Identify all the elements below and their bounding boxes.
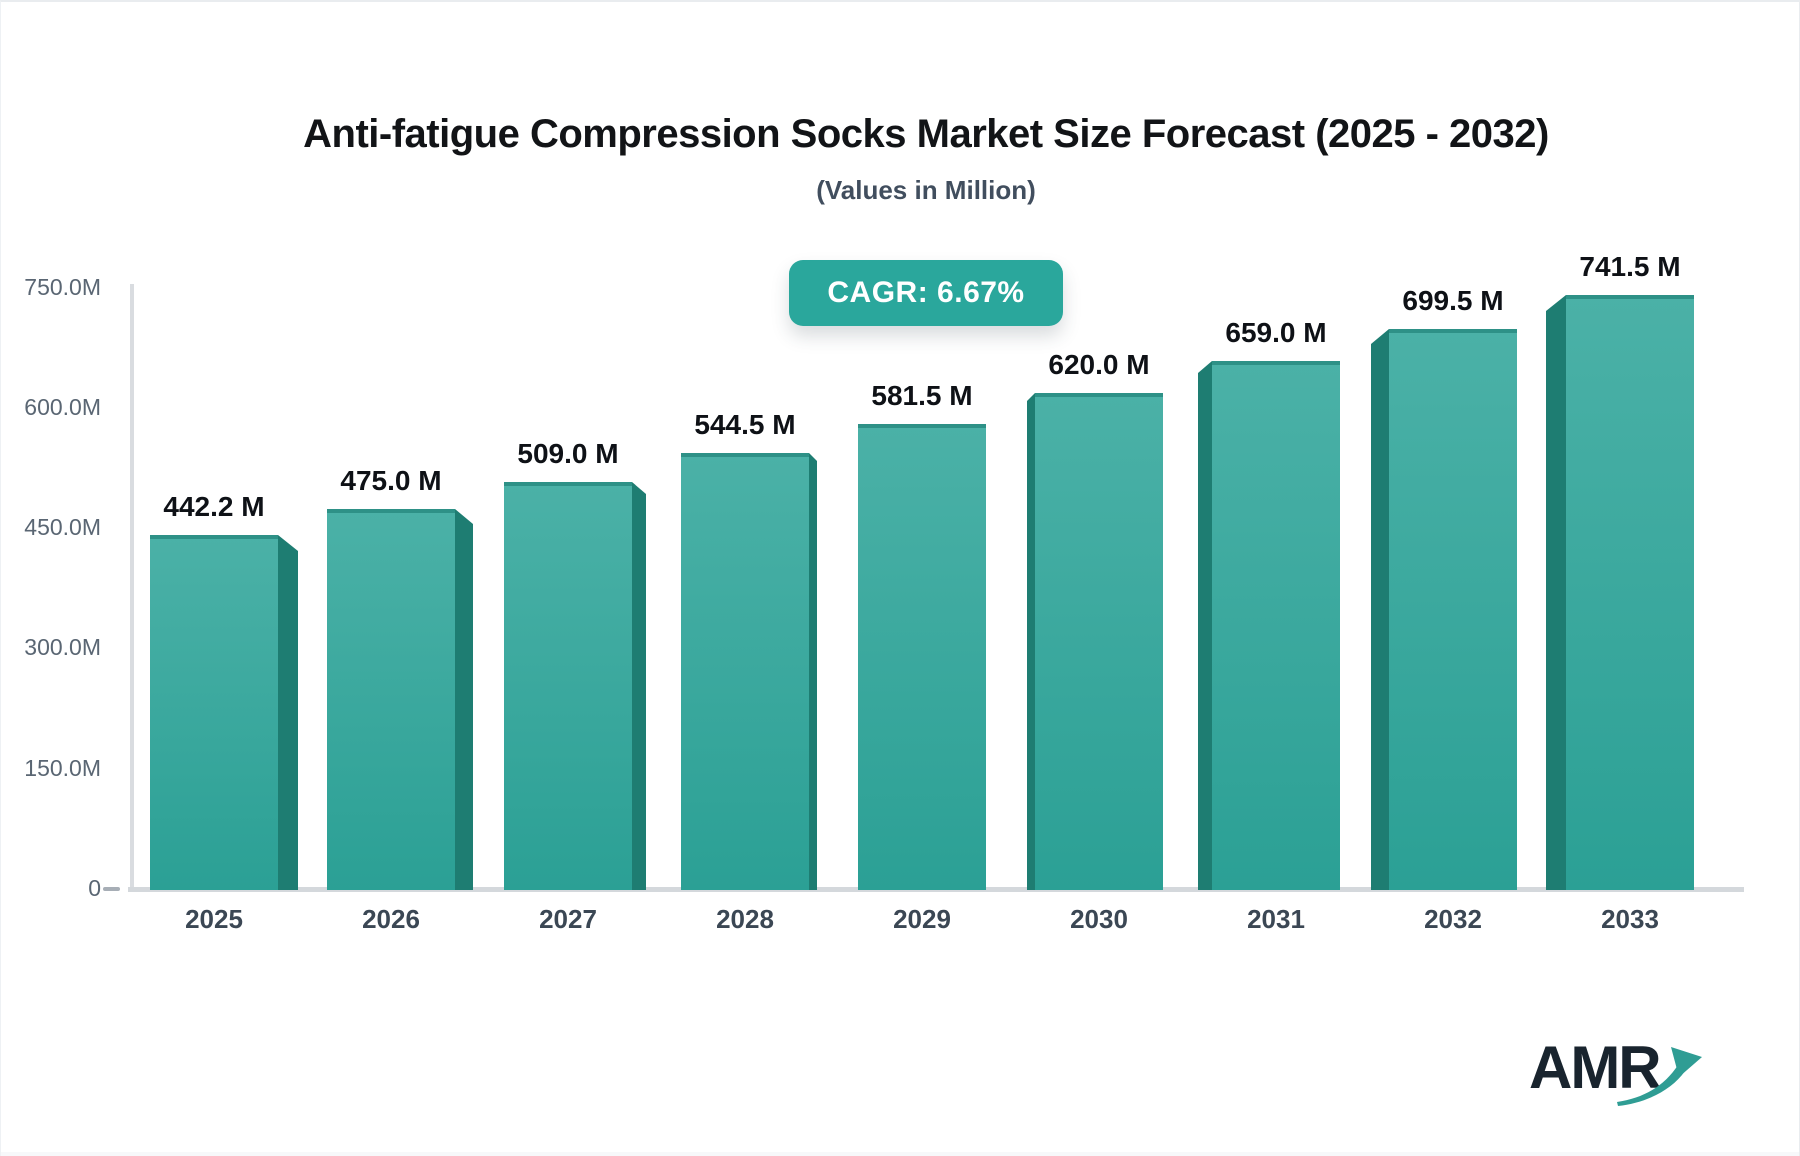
bar-2032[interactable]: [1389, 329, 1517, 890]
bar-side-face[interactable]: [1371, 329, 1389, 890]
bar-side-face[interactable]: [278, 535, 298, 890]
bar-side-face[interactable]: [809, 453, 817, 890]
x-tick-label-2026: 2026: [362, 904, 420, 934]
bar-value-label: 442.2 M: [163, 491, 265, 522]
bar-side-face[interactable]: [1198, 361, 1212, 890]
y-tick-label: 600.0M: [24, 393, 101, 420]
x-tick-label-2031: 2031: [1247, 904, 1305, 934]
bar-side-face[interactable]: [1546, 295, 1566, 890]
bar-top-edge: [504, 482, 632, 486]
bar-2027[interactable]: [504, 482, 632, 890]
bar-value-label: 620.0 M: [1048, 349, 1150, 380]
bar-top-edge: [1389, 329, 1517, 333]
bar-top-edge: [1566, 295, 1694, 299]
bar-2028[interactable]: [681, 453, 809, 890]
x-tick-label-2032: 2032: [1424, 904, 1482, 934]
bar-value-label: 544.5 M: [694, 409, 796, 440]
chart-header: Anti-fatigue Compression Socks Market Si…: [126, 112, 1726, 206]
bar-top-edge: [858, 424, 986, 428]
y-tick-label: 450.0M: [24, 514, 101, 541]
bar-2030[interactable]: [1035, 393, 1163, 890]
y-tick-label: 750.0M: [24, 273, 101, 300]
bar-value-label: 699.5 M: [1402, 285, 1504, 316]
bar-value-label: 581.5 M: [871, 380, 973, 411]
bar-top-edge: [327, 509, 455, 513]
growth-arrow-icon: [1617, 1047, 1702, 1106]
bar-side-face[interactable]: [1027, 393, 1035, 890]
y-tick-label: 150.0M: [24, 754, 101, 781]
bar-side-face[interactable]: [455, 509, 473, 890]
bar-top-edge: [1035, 393, 1163, 397]
chart-title: Anti-fatigue Compression Socks Market Si…: [303, 112, 1549, 156]
y-axis-line: [130, 284, 134, 891]
amr-logo: AMR: [1529, 1038, 1719, 1108]
bar-value-label: 475.0 M: [340, 465, 442, 496]
bar-value-label: 741.5 M: [1579, 251, 1681, 282]
x-tick-label-2027: 2027: [539, 904, 597, 934]
bar-2026[interactable]: [327, 509, 455, 890]
cagr-badge-label: CAGR: 6.67%: [827, 276, 1025, 309]
bar-top-edge: [150, 535, 278, 539]
y-tick-label: 0: [88, 875, 101, 901]
zero-tick-mark: [103, 887, 120, 891]
chart-subtitle: (Values in Million): [816, 175, 1036, 205]
amr-logo-text: AMR: [1529, 1034, 1662, 1101]
x-tick-label-2029: 2029: [893, 904, 951, 934]
y-tick-label: 300.0M: [24, 634, 101, 661]
bar-2033[interactable]: [1566, 295, 1694, 890]
bar-value-label: 509.0 M: [517, 438, 619, 469]
bar-side-face[interactable]: [632, 482, 646, 890]
x-tick-label-2033: 2033: [1601, 904, 1659, 934]
cagr-badge: CAGR: 6.67%: [789, 260, 1063, 326]
bar-top-edge: [1212, 361, 1340, 365]
bar-2031[interactable]: [1212, 361, 1340, 890]
x-tick-label-2025: 2025: [185, 904, 243, 934]
x-tick-label-2030: 2030: [1070, 904, 1128, 934]
bar-2025[interactable]: [150, 535, 278, 890]
x-tick-label-2028: 2028: [716, 904, 774, 934]
bar-top-edge: [681, 453, 809, 457]
bar-2029[interactable]: [858, 424, 986, 890]
bottom-strip: [1, 1152, 1799, 1156]
bar-value-label: 659.0 M: [1225, 317, 1327, 348]
